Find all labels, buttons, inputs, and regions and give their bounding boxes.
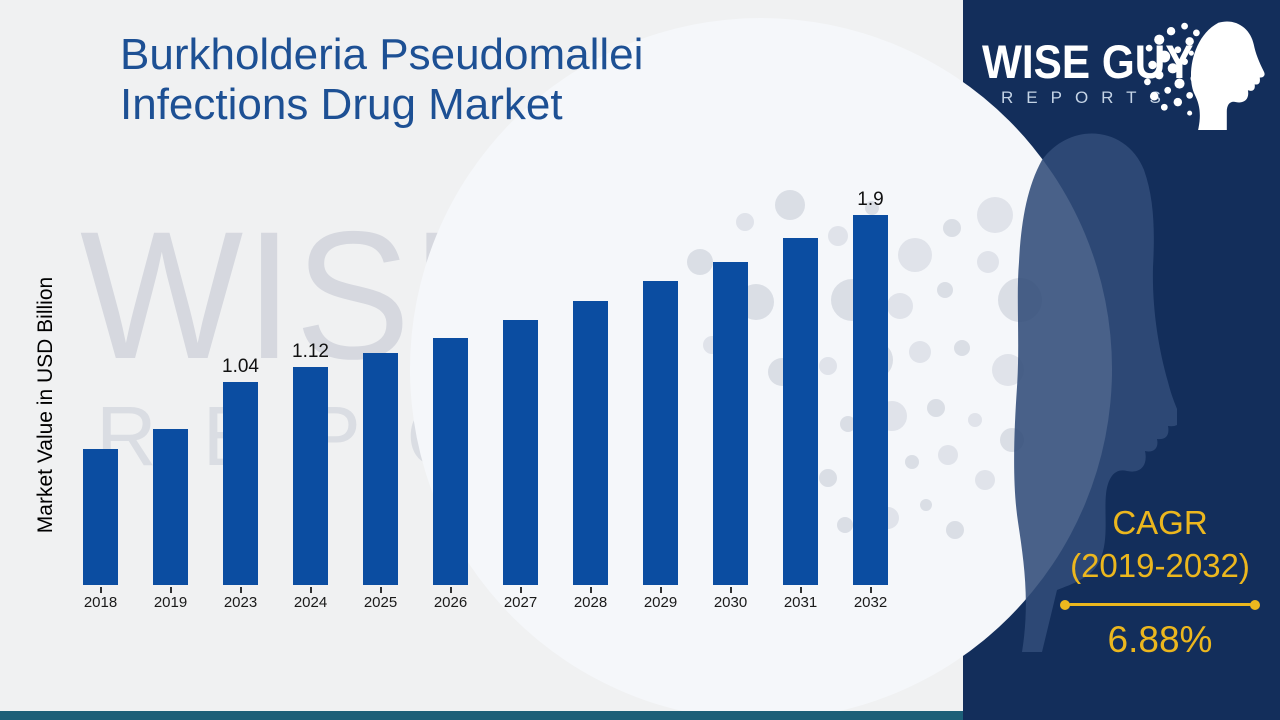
bar (223, 382, 258, 585)
x-axis-tick (309, 587, 312, 593)
x-tick-label: 2029 (643, 594, 678, 611)
watermark-dot (819, 357, 837, 375)
watermark-dot (819, 469, 837, 487)
bar-value-label: 1.12 (292, 341, 329, 362)
watermark-dot (736, 213, 754, 231)
watermark-dot (828, 226, 848, 246)
x-tick-label: 2027 (503, 594, 538, 611)
x-axis-tick (169, 587, 172, 593)
bar (153, 429, 188, 585)
watermark-dot (775, 190, 805, 220)
x-tick-label: 2018 (83, 594, 118, 611)
watermark-dot (920, 499, 932, 511)
x-axis-tick (659, 587, 662, 593)
bar (503, 320, 538, 585)
page-title-line2: Infections Drug Market (120, 80, 563, 129)
cagr-label: CAGR (1112, 504, 1208, 541)
watermark-dot (909, 341, 931, 363)
x-axis-tick (519, 587, 522, 593)
watermark-dot (927, 399, 945, 417)
x-tick-label: 2030 (713, 594, 748, 611)
x-tick-label: 2023 (223, 594, 258, 611)
watermark-dot (898, 238, 932, 272)
x-axis-tick (869, 587, 872, 593)
watermark-face-silhouette (1014, 133, 1177, 652)
x-axis-tick (99, 587, 102, 593)
watermark-dot (977, 197, 1013, 233)
bar (293, 367, 328, 585)
x-tick-label: 2026 (433, 594, 468, 611)
watermark-dot (887, 293, 913, 319)
cagr-divider-line (1060, 599, 1260, 610)
watermark-dot (968, 413, 982, 427)
bar (853, 215, 888, 585)
watermark-dot (937, 282, 953, 298)
watermark-dot (905, 455, 919, 469)
logo-face-icon (1144, 21, 1265, 130)
bar (573, 301, 608, 585)
x-tick-label: 2028 (573, 594, 608, 611)
cagr-range: (2019-2032) (1070, 547, 1250, 584)
x-tick-label: 2024 (293, 594, 328, 611)
watermark-dot (837, 517, 853, 533)
x-axis-tick (379, 587, 382, 593)
x-axis-tick (239, 587, 242, 593)
x-tick-label: 2032 (853, 594, 888, 611)
watermark-dot (865, 201, 879, 215)
logo-reports-text: REPORTS (1001, 88, 1174, 107)
watermark-dot (977, 251, 999, 273)
watermark-dot (840, 416, 856, 432)
bar-value-label: 1.9 (857, 189, 884, 210)
bar (713, 262, 748, 585)
watermark-dot (975, 470, 995, 490)
cagr-value: 6.88% (1107, 619, 1213, 660)
bar (83, 449, 118, 585)
bottom-teal-strip (0, 711, 963, 720)
x-tick-label: 2019 (153, 594, 188, 611)
bar (433, 338, 468, 585)
watermark-dot (954, 340, 970, 356)
watermark-dot (946, 521, 964, 539)
bar (643, 281, 678, 585)
x-axis-tick (589, 587, 592, 593)
watermark-dot (943, 219, 961, 237)
page-title-line1: Burkholderia Pseudomallei (120, 30, 644, 79)
bar (783, 238, 818, 585)
x-tick-label: 2031 (783, 594, 818, 611)
x-axis-tick (449, 587, 452, 593)
page-title: Burkholderia Pseudomallei Infections Dru… (120, 30, 643, 130)
x-axis-tick (729, 587, 732, 593)
watermark-dot (687, 249, 713, 275)
x-tick-label: 2025 (363, 594, 398, 611)
bar (363, 353, 398, 585)
watermark-dot (938, 445, 958, 465)
x-axis-tick (799, 587, 802, 593)
cagr-block: CAGR (2019-2032) 6.88% (1040, 503, 1280, 661)
bar-value-label: 1.04 (222, 356, 259, 377)
